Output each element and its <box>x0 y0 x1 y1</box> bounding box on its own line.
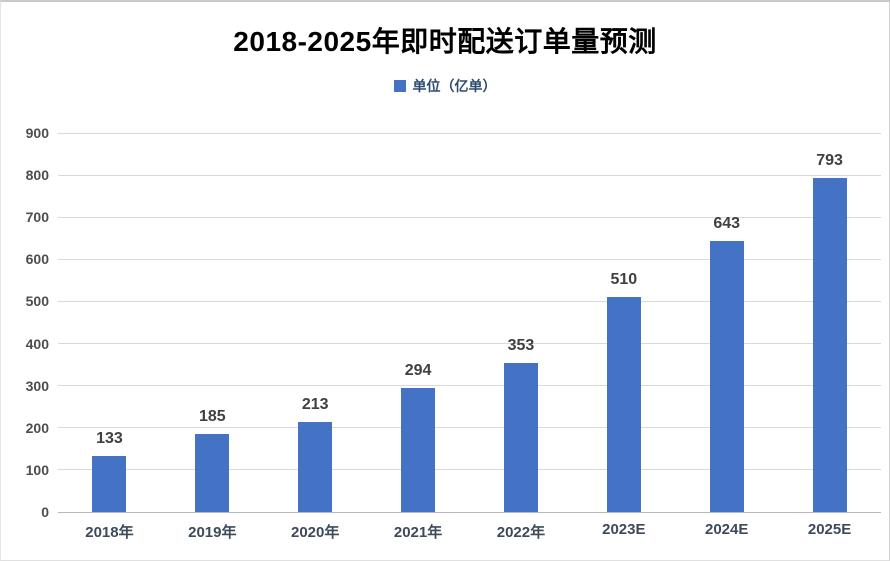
bar-2024E <box>709 241 744 512</box>
plot-area: 133 185 213 294 353 510 643 793 <box>58 133 881 512</box>
gridline <box>58 216 881 218</box>
bar-2020年 <box>298 422 333 512</box>
x-axis-category-label: 2025E <box>807 521 852 538</box>
bar-value-label: 185 <box>198 408 226 426</box>
gridline <box>58 258 881 260</box>
y-axis-tick-label: 700 <box>25 209 49 226</box>
gridline <box>58 469 881 471</box>
gridline <box>58 174 881 176</box>
bar-value-label: 510 <box>610 271 638 289</box>
bar-group: 133 <box>58 133 161 512</box>
bar-2025E <box>812 178 847 512</box>
legend: 单位（亿单） <box>1 76 889 96</box>
bar-group: 353 <box>470 133 573 512</box>
bar-value-label: 353 <box>507 337 535 355</box>
gridline <box>58 385 881 387</box>
gridline <box>58 300 881 302</box>
x-axis-category-label: 2018年 <box>85 524 134 541</box>
bar-group: 185 <box>161 133 264 512</box>
y-axis-tick-label: 500 <box>25 293 49 310</box>
y-axis-tick-label: 600 <box>25 251 49 268</box>
bar-2018年 <box>92 456 127 512</box>
gridline <box>58 427 881 429</box>
gridline <box>58 343 881 345</box>
x-axis-labels: 2018年 2019年 2020年 2021年 2022年 2023E 2024E 2025E <box>58 515 881 542</box>
legend-color-swatch-icon <box>393 80 406 92</box>
bar-group: 294 <box>367 133 470 512</box>
x-axis-category-label: 2019年 <box>188 524 237 541</box>
bar-group: 793 <box>778 133 881 512</box>
y-axis-tick-label: 300 <box>25 377 49 394</box>
x-axis-category-label: 2021年 <box>393 524 443 541</box>
bar-group: 213 <box>264 133 367 512</box>
x-axis-category-label: 2023E <box>602 521 646 538</box>
x-axis-line <box>58 511 881 513</box>
bar-group: 643 <box>675 133 778 512</box>
y-axis-tick-label: 900 <box>25 125 49 141</box>
chart-title: 2018-2025年即时配送订单量预测 <box>233 26 657 57</box>
bar-2021年 <box>401 388 436 512</box>
bar-value-label: 294 <box>404 362 432 380</box>
bar-2022年 <box>503 363 538 512</box>
y-axis-tick-label: 400 <box>25 335 49 352</box>
gridline <box>58 132 881 134</box>
y-axis-tick-label: 200 <box>25 419 49 436</box>
x-axis-category-label: 2022年 <box>496 524 546 541</box>
bar-value-label: 793 <box>816 152 843 170</box>
bar-2019年 <box>195 434 230 512</box>
y-axis-tick-label: 800 <box>25 167 49 184</box>
bar-group: 510 <box>572 133 675 512</box>
bar-2023E <box>606 297 641 512</box>
y-axis-tick-label: 0 <box>41 504 49 520</box>
x-axis-category-label: 2020年 <box>291 524 340 541</box>
x-axis-category-label: 2024E <box>705 521 749 538</box>
legend-label: 单位（亿单） <box>412 78 497 94</box>
bar-value-label: 213 <box>301 396 329 414</box>
bar-value-label: 643 <box>713 215 741 233</box>
plot-region: 0 100 200 300 400 500 600 700 800 900 133 185 213 29… <box>1 125 889 520</box>
y-axis-tick-label: 100 <box>25 461 49 478</box>
bar-value-label: 133 <box>96 430 123 447</box>
